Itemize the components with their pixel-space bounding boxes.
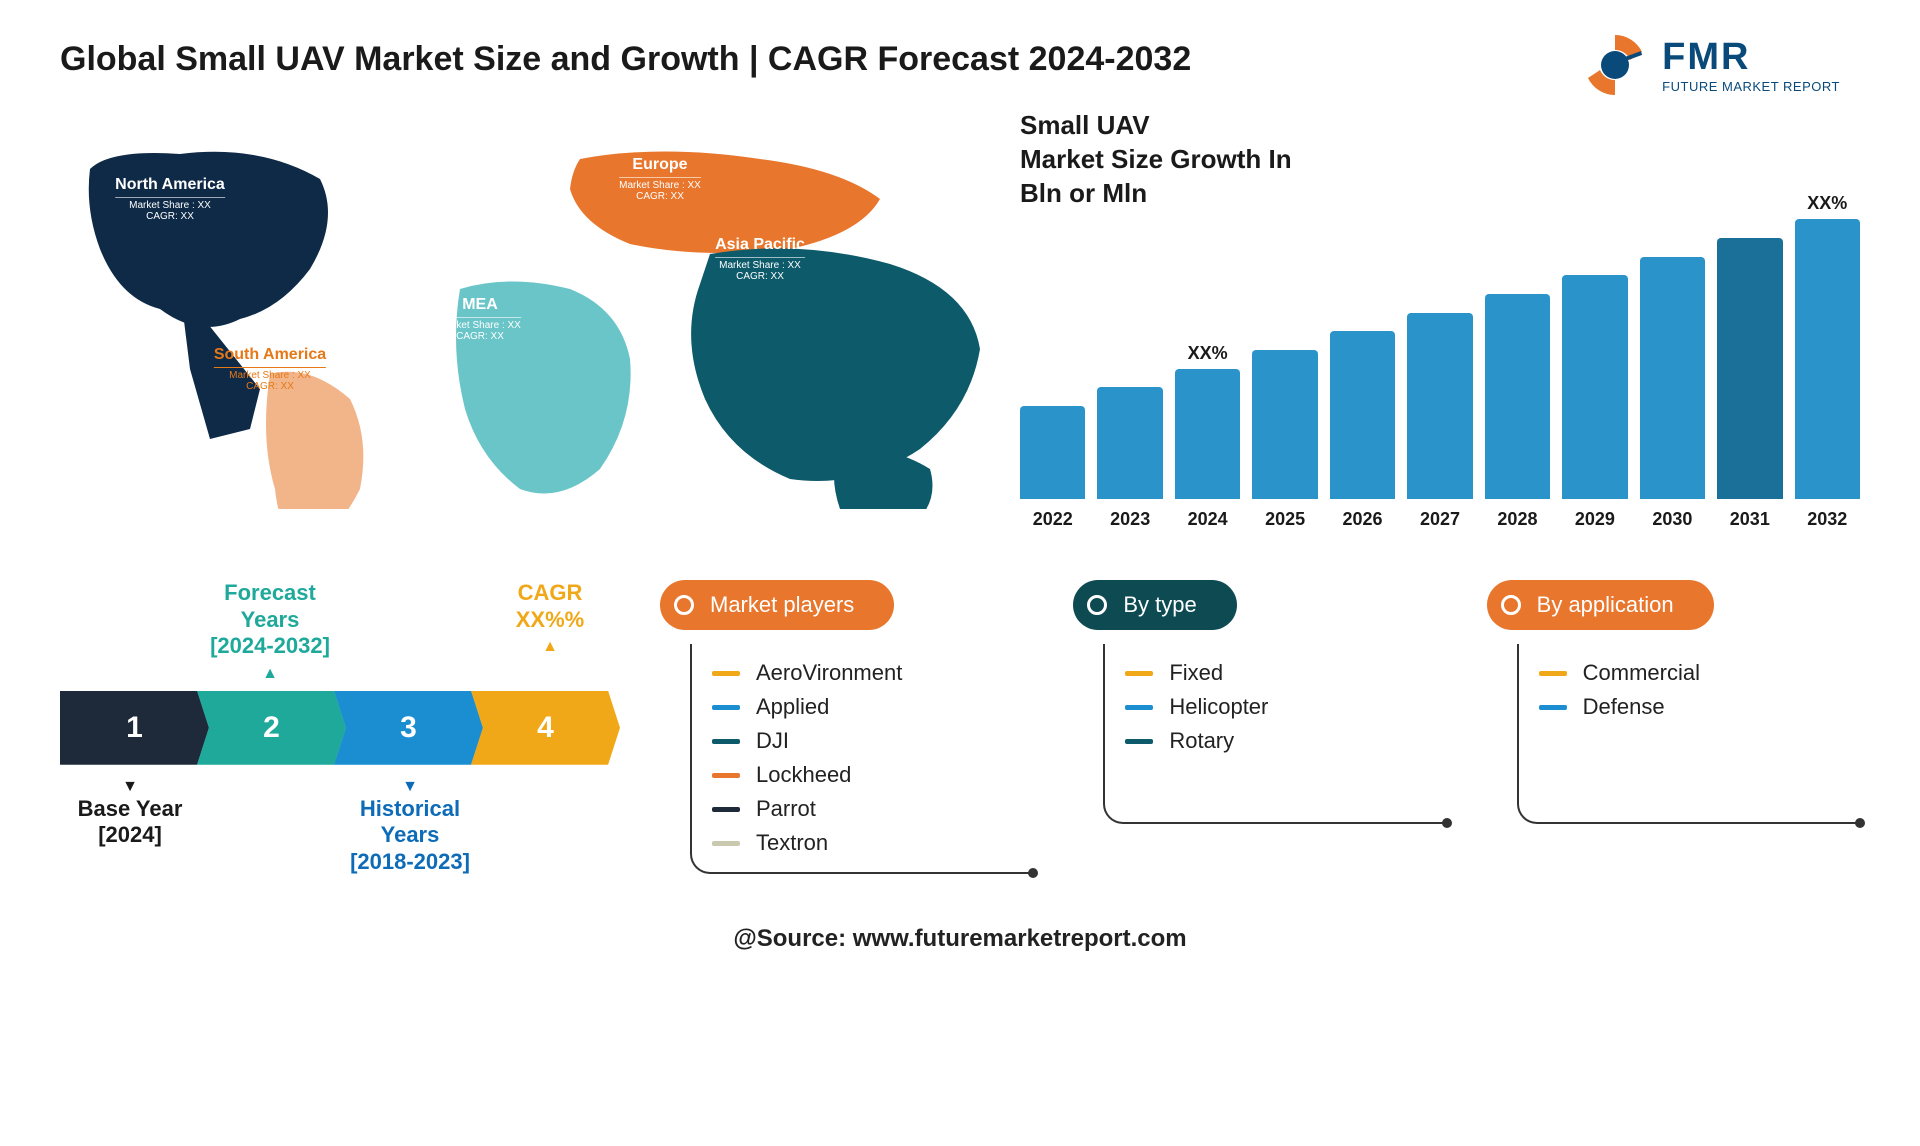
section-pill: By type xyxy=(1073,580,1236,630)
list-item: Applied xyxy=(712,690,1033,724)
timeline-seg-2: 2 xyxy=(197,691,346,765)
list-item: Fixed xyxy=(1125,656,1446,690)
forecast-caption: Forecast Years [2024-2032] ▲ xyxy=(200,580,340,682)
info-column-1: By type Fixed Helicopter Rotary xyxy=(1073,580,1446,874)
bar-2023: 2023 xyxy=(1097,387,1162,530)
list-item: AeroVironment xyxy=(712,656,1033,690)
list-item: Commercial xyxy=(1539,656,1860,690)
region-label-eu: Europe Market Share : XXCAGR: XX xyxy=(619,156,701,202)
bar-2028: 2028 xyxy=(1485,294,1550,530)
list-item: Lockheed xyxy=(712,758,1033,792)
timeline-seg-1: 1 xyxy=(60,691,209,765)
fmr-logo: FMR FUTURE MARKET REPORT xyxy=(1580,30,1840,100)
bar-2025: 2025 xyxy=(1252,350,1317,530)
cagr-caption: CAGR XX%% ▲ xyxy=(480,580,620,682)
list-item: Rotary xyxy=(1125,724,1446,758)
list-item: Defense xyxy=(1539,690,1860,724)
hist-caption: ▼ Historical Years [2018-2023] xyxy=(340,773,480,875)
logo-abbr: FMR xyxy=(1662,36,1840,79)
world-map: North America Market Share : XXCAGR: XX S… xyxy=(60,109,980,509)
logo-icon xyxy=(1580,30,1650,100)
source-text: @Source: www.futuremarketreport.com xyxy=(60,925,1860,953)
info-column-2: By application Commercial Defense xyxy=(1487,580,1860,874)
region-label-mea: MEA Market Share : XXCAGR: XX xyxy=(439,296,521,342)
section-pill: Market players xyxy=(660,580,894,630)
logo-subtitle: FUTURE MARKET REPORT xyxy=(1662,79,1840,94)
bar-2026: 2026 xyxy=(1330,331,1395,530)
chart-title-l2: Market Size Growth In xyxy=(1020,144,1292,174)
chart-title-l3: Bln or Mln xyxy=(1020,178,1147,208)
bar-2029: 2029 xyxy=(1562,275,1627,530)
timeline-seg-4: 4 xyxy=(471,691,620,765)
timeline-seg-3: 3 xyxy=(334,691,483,765)
region-label-sa: South America Market Share : XXCAGR: XX xyxy=(214,346,326,392)
bar-2032: XX% 2032 xyxy=(1795,219,1860,530)
bar-2030: 2030 xyxy=(1640,257,1705,531)
timeline: Forecast Years [2024-2032] ▲ CAGR XX%% ▲… xyxy=(60,580,620,875)
region-label-na: North America Market Share : XXCAGR: XX xyxy=(115,176,225,222)
region-label-ap: Asia Pacific Market Share : XXCAGR: XX xyxy=(715,236,805,282)
section-pill: By application xyxy=(1487,580,1714,630)
bar-2027: 2027 xyxy=(1407,313,1472,531)
list-item: Parrot xyxy=(712,792,1033,826)
bar-2022: 2022 xyxy=(1020,406,1085,530)
list-item: Textron xyxy=(712,826,1033,860)
bar-chart: Small UAV Market Size Growth In Bln or M… xyxy=(1020,109,1860,530)
base-caption: ▼ Base Year [2024] xyxy=(60,773,200,875)
chart-title-l1: Small UAV xyxy=(1020,110,1150,140)
list-item: Helicopter xyxy=(1125,690,1446,724)
list-item: DJI xyxy=(712,724,1033,758)
bar-2024: XX% 2024 xyxy=(1175,369,1240,531)
bar-2031: 2031 xyxy=(1717,238,1782,530)
info-column-0: Market players AeroVironment Applied DJI… xyxy=(660,580,1033,874)
